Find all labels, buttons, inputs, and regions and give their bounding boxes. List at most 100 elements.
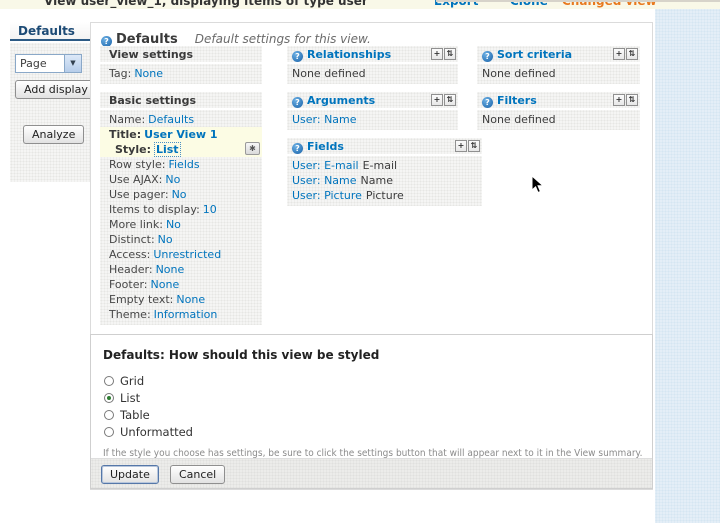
fields-body: User: E-mail E-mail User: Name Name User: …	[287, 156, 482, 206]
fields-title-link[interactable]: Fields	[307, 140, 344, 153]
relationships-title-link[interactable]: Relationships	[307, 48, 392, 61]
empty-text: None defined	[482, 67, 556, 80]
setting-value-link[interactable]: Fields	[168, 158, 200, 171]
help-icon[interactable]: ?	[482, 51, 493, 62]
browser-chrome-fragment	[436, 0, 720, 2]
field-link[interactable]: User: E-mail	[292, 159, 359, 172]
style-option-label: Table	[120, 408, 150, 422]
setting-value-link[interactable]: 10	[202, 203, 217, 216]
help-icon[interactable]: ?	[292, 51, 303, 62]
setting-value-link[interactable]: No	[171, 188, 187, 201]
rearrange-icon[interactable]: ⇅	[468, 140, 480, 152]
setting-label: Theme:	[109, 308, 151, 321]
setting-row-name: Name: Defaults	[109, 112, 257, 127]
setting-row: Header: None	[109, 262, 257, 277]
setting-value-link[interactable]: Unrestricted	[153, 248, 222, 261]
display-type-value: Page	[20, 57, 47, 70]
setting-value-link[interactable]: None	[155, 263, 185, 276]
setting-label: Header:	[109, 263, 153, 276]
setting-value-link[interactable]: None	[150, 278, 180, 291]
setting-value-link[interactable]: No	[157, 233, 173, 246]
setting-label: More link:	[109, 218, 163, 231]
radio-icon[interactable]	[104, 427, 114, 437]
radio-icon[interactable]	[104, 376, 114, 386]
filters-title-row: ? Filters + ⇅	[477, 92, 640, 108]
sort-criteria-body: None defined	[477, 64, 640, 84]
rearrange-icon[interactable]: ⇅	[444, 48, 456, 60]
empty-text: None defined	[482, 113, 556, 126]
arguments-title-link[interactable]: Arguments	[307, 94, 376, 107]
setting-value-link[interactable]: Defaults	[148, 113, 195, 126]
setting-value-link[interactable]: User View 1	[144, 128, 218, 141]
setting-label: Footer:	[109, 278, 148, 291]
add-icon[interactable]: +	[431, 48, 443, 60]
style-form-title: Defaults: How should this view be styled	[103, 348, 380, 362]
arguments-title-row: ? Arguments + ⇅	[287, 92, 458, 108]
chevron-down-icon[interactable]: ▼	[64, 55, 81, 72]
radio-icon[interactable]	[104, 410, 114, 420]
style-option-radio[interactable]: Table	[103, 408, 642, 425]
setting-row: Items to display: 10	[109, 202, 257, 217]
field-admin-label: Picture	[365, 189, 404, 202]
setting-value-link[interactable]: List	[153, 142, 181, 157]
setting-label: Title:	[109, 128, 142, 141]
setting-label: Style:	[115, 143, 151, 156]
setting-row: Use AJAX: No	[109, 172, 257, 187]
section-basic-settings: Basic settings Name: Defaults Title: User …	[100, 92, 262, 325]
setting-row: Tag: None	[109, 66, 257, 81]
argument-row: User: Name	[292, 112, 453, 127]
empty-text: None defined	[292, 67, 366, 80]
help-icon[interactable]: ?	[482, 97, 493, 108]
rearrange-icon[interactable]: ⇅	[626, 94, 638, 106]
rearrange-icon[interactable]: ⇅	[626, 48, 638, 60]
setting-label: Tag:	[109, 67, 132, 80]
setting-value-link[interactable]: No	[165, 218, 181, 231]
section-sort-criteria: ? Sort criteria + ⇅ None defined	[477, 46, 640, 84]
radio-icon[interactable]	[104, 393, 114, 403]
tab-defaults[interactable]: Defaults	[10, 22, 95, 41]
field-row: User: Name Name	[292, 173, 477, 188]
field-link[interactable]: User: Picture	[292, 189, 362, 202]
setting-label: Empty text:	[109, 293, 174, 306]
add-icon[interactable]: +	[455, 140, 467, 152]
add-icon[interactable]: +	[613, 48, 625, 60]
setting-value-link[interactable]: None	[176, 293, 206, 306]
style-option-radio[interactable]: Unformatted	[103, 425, 642, 442]
setting-value-link[interactable]: Information	[153, 308, 218, 321]
fields-title-row: ? Fields + ⇅	[287, 138, 482, 154]
field-link[interactable]: User: Name	[292, 174, 357, 187]
add-display-button[interactable]: Add display	[15, 80, 97, 99]
summary-heading: ? Defaults Default settings for this view…	[101, 28, 371, 47]
setting-label: Row style:	[109, 158, 166, 171]
section-fields: ? Fields + ⇅ User: E-mail E-mail User: Name…	[287, 138, 482, 206]
analyze-button[interactable]: Analyze	[23, 125, 85, 144]
argument-link[interactable]: User: Name	[292, 113, 357, 126]
sort-criteria-title-link[interactable]: Sort criteria	[497, 48, 573, 61]
help-icon[interactable]: ?	[101, 36, 112, 47]
help-icon[interactable]: ?	[292, 143, 303, 154]
rearrange-icon[interactable]: ⇅	[444, 94, 456, 106]
help-icon[interactable]: ?	[292, 97, 303, 108]
form-actions-bar: Update Cancel	[91, 458, 652, 488]
cancel-button[interactable]: Cancel	[169, 465, 226, 484]
display-type-select[interactable]: Page ▼	[15, 54, 82, 73]
add-icon[interactable]: +	[613, 94, 625, 106]
style-settings-gear-icon[interactable]: ✱	[245, 142, 260, 155]
section-filters: ? Filters + ⇅ None defined	[477, 92, 640, 130]
export-link[interactable]: Export	[434, 0, 479, 8]
setting-value-link[interactable]: No	[165, 173, 181, 186]
style-option-radio[interactable]: List	[103, 391, 642, 408]
setting-label: Name:	[109, 113, 146, 126]
add-icon[interactable]: +	[431, 94, 443, 106]
update-button[interactable]: Update	[101, 465, 159, 484]
basic-settings-body: Name: Defaults Title: User View 1 Style: Li…	[100, 110, 262, 325]
filters-title-link[interactable]: Filters	[497, 94, 537, 107]
style-option-label: Unformatted	[120, 425, 193, 439]
mouse-cursor-icon	[531, 174, 545, 198]
setting-value-link[interactable]: None	[134, 67, 164, 80]
setting-row: Theme: Information	[109, 307, 257, 322]
clone-link[interactable]: Clone	[510, 0, 548, 8]
style-option-radio[interactable]: Grid	[103, 374, 642, 391]
setting-label: Use pager:	[109, 188, 169, 201]
